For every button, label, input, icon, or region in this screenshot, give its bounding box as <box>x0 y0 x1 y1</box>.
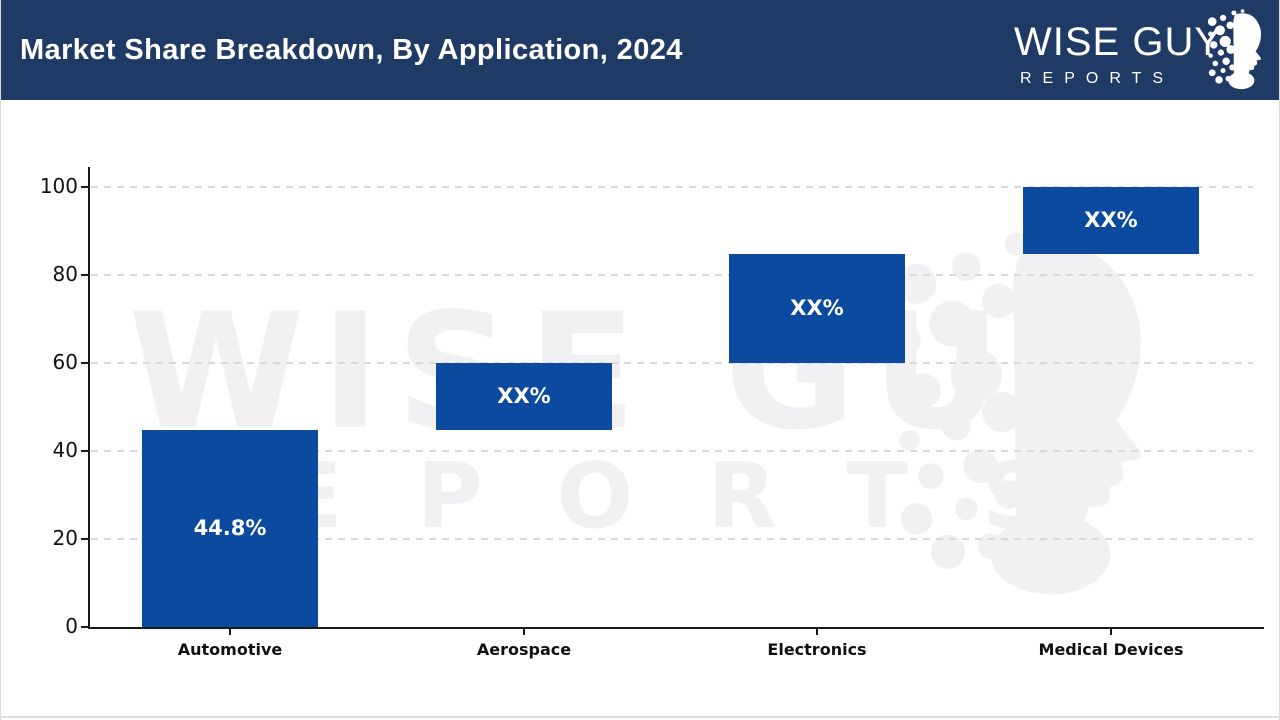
logo-text-line1: WISE GUY <box>1014 20 1222 64</box>
bottom-border-line <box>0 716 1280 718</box>
x-axis <box>88 627 1264 629</box>
wise-guy-reports-logo: WISE GUY REPORTS <box>1014 9 1262 90</box>
watermark-head-icon <box>888 226 1173 598</box>
y-tick-mark-0 <box>81 626 88 628</box>
gridline-60 <box>91 362 1253 364</box>
gridline-80 <box>91 274 1253 276</box>
x-tick-mark-medical-devices <box>1110 627 1112 635</box>
bar-electronics: XX% <box>729 253 905 363</box>
header-bar: Market Share Breakdown, By Application, … <box>0 0 1280 100</box>
y-tick-mark-80 <box>81 274 88 276</box>
y-tick-label-0: 0 <box>65 614 78 638</box>
category-label-electronics: Electronics <box>767 640 867 659</box>
y-tick-label-20: 20 <box>52 526 78 550</box>
x-tick-mark-automotive <box>229 627 231 635</box>
bar-value-label-aerospace: XX% <box>497 384 551 409</box>
y-tick-mark-100 <box>81 186 88 188</box>
chart-area: WISE GUY REPORTS 0 20 40 60 80 100 44.8% Automo… <box>0 100 1280 720</box>
y-tick-mark-20 <box>81 538 88 540</box>
y-tick-mark-60 <box>81 362 88 364</box>
x-tick-mark-aerospace <box>523 627 525 635</box>
y-tick-label-40: 40 <box>52 438 78 462</box>
bar-value-label-medical-devices: XX% <box>1084 208 1138 233</box>
y-tick-label-100: 100 <box>39 174 78 198</box>
logo-text-line2: REPORTS <box>1020 70 1174 87</box>
gridline-40 <box>91 450 1253 452</box>
category-label-medical-devices: Medical Devices <box>1038 640 1184 659</box>
bar-aerospace: XX% <box>436 363 612 430</box>
y-tick-label-80: 80 <box>52 262 78 286</box>
y-tick-label-60: 60 <box>52 350 78 374</box>
category-label-aerospace: Aerospace <box>476 640 572 659</box>
bar-value-label-automotive: 44.8% <box>193 516 267 541</box>
gridline-100 <box>91 186 1253 188</box>
bar-automotive: 44.8% <box>142 429 318 627</box>
category-label-automotive: Automotive <box>177 640 283 659</box>
gridline-20 <box>91 538 1253 540</box>
bar-value-label-electronics: XX% <box>790 296 844 321</box>
y-axis <box>88 167 90 629</box>
y-tick-mark-40 <box>81 450 88 452</box>
bar-medical-devices: XX% <box>1023 187 1199 254</box>
page-title: Market Share Breakdown, By Application, … <box>20 33 683 66</box>
x-tick-mark-electronics <box>816 627 818 635</box>
